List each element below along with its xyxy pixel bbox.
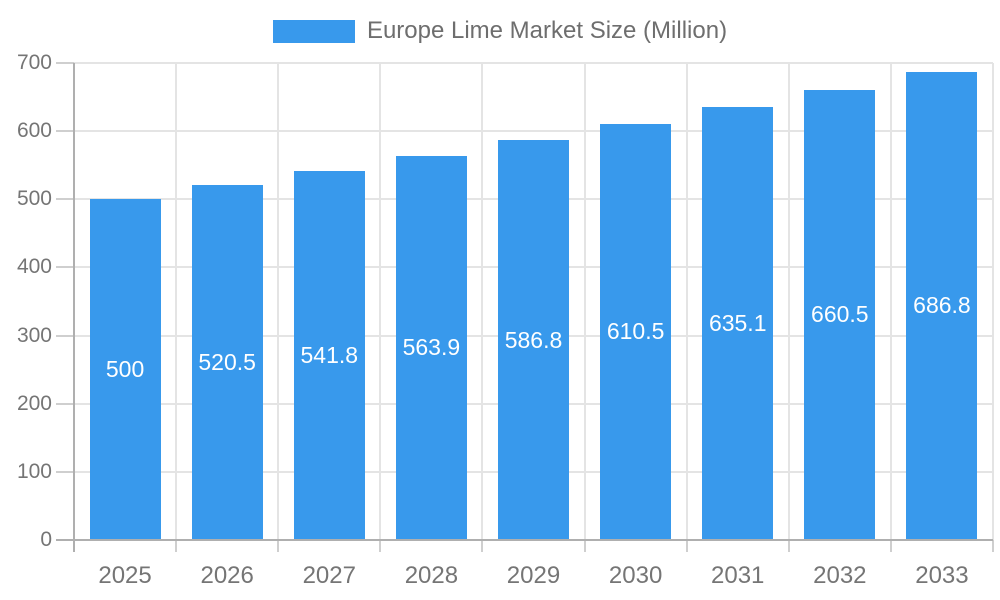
x-gridline: [277, 63, 280, 540]
bar-value-label: 541.8: [300, 341, 359, 368]
y-axis-label: 400: [16, 255, 52, 279]
x-axis-tick: [277, 540, 280, 552]
x-axis-tick: [481, 540, 484, 552]
y-axis-tick: [56, 402, 74, 405]
y-axis-line: [73, 63, 75, 552]
bar-2026[interactable]: 520.5: [191, 185, 263, 540]
x-gridline: [889, 63, 892, 540]
legend-swatch-icon: [272, 19, 355, 43]
x-gridline: [481, 63, 484, 540]
x-axis-line: [56, 539, 993, 541]
bar-value-label: 500: [105, 356, 145, 383]
x-axis-label-2028: 2028: [404, 562, 459, 589]
bar-2032[interactable]: 660.5: [804, 89, 876, 540]
y-axis-tick: [56, 62, 74, 64]
bar-value-label: 660.5: [811, 301, 869, 328]
y-gridline: [74, 130, 993, 133]
x-axis-label-2033: 2033: [915, 562, 969, 589]
y-axis-label: 0: [40, 528, 52, 551]
bar-value-label: 686.8: [913, 292, 971, 319]
bar-2029[interactable]: 586.8: [498, 140, 569, 540]
x-axis-label-2025: 2025: [98, 562, 152, 589]
bar-value-label: 610.5: [606, 318, 665, 345]
y-axis-label: 300: [16, 323, 52, 347]
y-axis-tick: [56, 130, 74, 133]
bar-2033[interactable]: 686.8: [906, 71, 978, 540]
y-axis-tick: [56, 198, 74, 201]
x-gridline: [685, 63, 688, 540]
x-axis-label-2029: 2029: [506, 562, 561, 589]
y-axis-label: 600: [16, 119, 52, 143]
x-gridline: [379, 63, 382, 540]
chart-legend[interactable]: Europe Lime Market Size (Million): [0, 16, 1000, 46]
x-axis-label-2026: 2026: [200, 562, 254, 589]
y-gridline: [74, 62, 993, 64]
y-axis-label: 500: [16, 187, 52, 211]
x-axis-tick: [889, 540, 892, 552]
bar-2025[interactable]: 500: [89, 199, 161, 540]
x-axis-label-2030: 2030: [608, 562, 663, 589]
x-axis-tick: [175, 540, 178, 552]
x-gridline: [583, 63, 586, 540]
legend-label: Europe Lime Market Size (Million): [366, 17, 728, 44]
y-axis-label: 700: [16, 51, 52, 74]
x-gridline: [992, 63, 994, 540]
bar-2027[interactable]: 541.8: [293, 170, 365, 540]
x-gridline: [175, 63, 178, 540]
bar-value-label: 635.1: [708, 310, 767, 337]
x-axis-tick: [787, 540, 790, 552]
x-axis-label-2027: 2027: [302, 562, 356, 589]
y-axis-tick: [56, 334, 74, 337]
x-axis-tick: [992, 540, 994, 552]
bar-2030[interactable]: 610.5: [600, 123, 672, 540]
y-axis-label: 100: [16, 459, 52, 483]
x-axis-tick: [583, 540, 586, 552]
bar-2031[interactable]: 635.1: [702, 107, 774, 540]
x-gridline: [787, 63, 790, 540]
x-axis-label-2032: 2032: [813, 562, 867, 589]
x-axis-label-2031: 2031: [711, 562, 765, 589]
bar-value-label: 520.5: [198, 349, 256, 376]
y-axis-tick: [56, 266, 74, 269]
bar-2028[interactable]: 563.9: [395, 155, 467, 540]
y-axis-tick: [56, 470, 74, 473]
x-axis-tick: [379, 540, 382, 552]
x-axis-tick: [685, 540, 688, 552]
bar-value-label: 586.8: [504, 326, 563, 353]
y-axis-label: 200: [16, 391, 52, 415]
bar-value-label: 563.9: [402, 334, 461, 361]
